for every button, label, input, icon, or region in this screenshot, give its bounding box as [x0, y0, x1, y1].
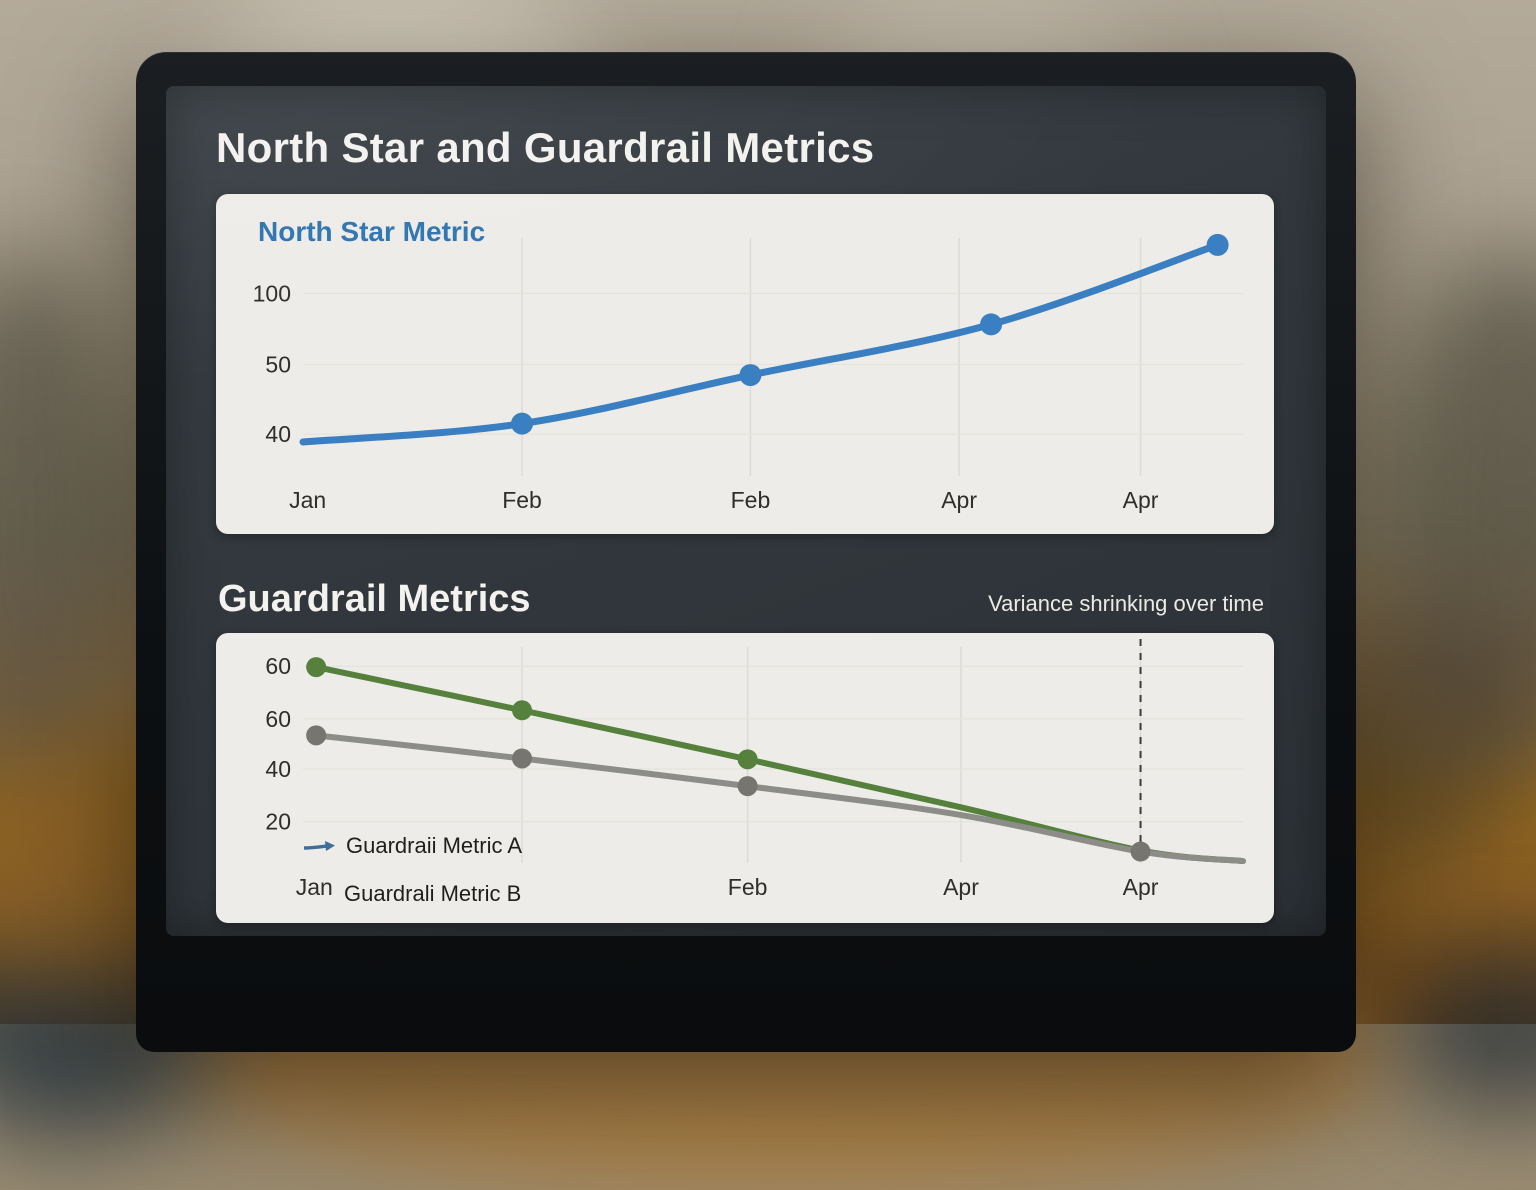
svg-text:50: 50 — [265, 351, 291, 377]
variance-annotation: Variance shrinking over time — [988, 591, 1264, 616]
svg-text:Jan: Jan — [296, 874, 333, 900]
svg-text:100: 100 — [253, 280, 291, 306]
guardrail-heading: Guardrail Metrics — [218, 578, 531, 620]
dashboard-title: North Star and Guardrail Metrics — [216, 124, 875, 171]
svg-text:40: 40 — [265, 756, 291, 782]
guardrail-section-header: Guardrail Metrics Variance shrinking ove… — [218, 578, 1264, 621]
guardrail-chart: 60 60 40 20 Jan Feb Apr Apr — [265, 639, 1246, 900]
svg-text:20: 20 — [265, 809, 291, 835]
svg-text:Apr: Apr — [943, 874, 979, 900]
svg-text:Feb: Feb — [728, 874, 768, 900]
bg-blur-blob — [0, 250, 140, 810]
legend-a-label: Guardraii Metric A — [346, 833, 523, 858]
legend-arrow-shaft — [303, 844, 328, 850]
svg-text:Jan: Jan — [289, 487, 326, 513]
svg-text:Feb: Feb — [502, 487, 542, 513]
north-star-chart-title: North Star Metric — [258, 216, 486, 247]
legend-item-guardrail-a: Guardraii Metric A — [302, 833, 522, 859]
legend-b-label: Guardrali Metric B — [344, 881, 522, 906]
svg-text:40: 40 — [265, 421, 291, 447]
svg-text:Apr: Apr — [941, 487, 977, 513]
svg-text:Feb: Feb — [731, 487, 771, 513]
svg-text:Apr: Apr — [1123, 487, 1159, 513]
guardrail-card: 60 60 40 20 Jan Feb Apr Apr Guardraii Metric A … — [216, 633, 1274, 923]
legend-arrow-icon — [303, 841, 335, 851]
legend-item-guardrail-b: Guardrali Metric B — [344, 881, 521, 907]
legend-arrow-head — [325, 841, 335, 851]
svg-text:60: 60 — [265, 653, 291, 679]
bg-blur-blob — [1395, 945, 1536, 1115]
monitor-bezel: North Star and Guardrail Metrics North S… — [136, 52, 1356, 1052]
svg-text:Apr: Apr — [1123, 874, 1159, 900]
north-star-chart: 100 50 40 Jan Feb Feb Apr Apr — [253, 233, 1243, 513]
dashboard-screen: North Star and Guardrail Metrics North S… — [166, 86, 1326, 936]
svg-text:60: 60 — [265, 706, 291, 732]
north-star-card: North Star Metric 100 50 40 Jan Feb Feb Apr Apr — [216, 194, 1274, 534]
